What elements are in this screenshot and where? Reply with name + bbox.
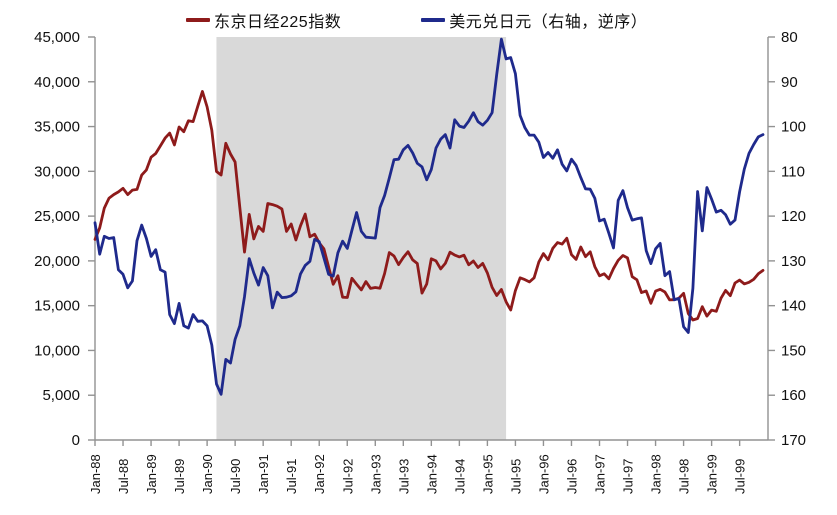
x-tick-label: Jan-89 [144, 454, 159, 494]
y-left-tick-label: 0 [72, 432, 80, 449]
axes: 0 5,000 10,000 15,000 20,000 25,000 30,000 35,0… [34, 29, 806, 494]
x-tick-label: Jan-95 [480, 454, 495, 494]
y-left-tick-label: 35,000 [34, 119, 80, 136]
y-left-tick-label: 10,000 [34, 342, 80, 359]
y-left-tick-label: 30,000 [34, 163, 80, 180]
y-left-tick-label: 15,000 [34, 298, 80, 315]
x-tick-label: Jul-91 [284, 459, 299, 494]
legend-item-nikkei: 东京日经225指数 [186, 8, 341, 32]
y-right-tick-label: 130 [781, 253, 806, 270]
legend: 东京日经225指数 美元兑日元（右轴，逆序） [186, 8, 647, 32]
usdjpy-line [93, 37, 765, 396]
y-right-tick-label: 150 [781, 342, 806, 359]
y-right-tick-label: 170 [781, 432, 806, 449]
nikkei-line-swatch [186, 18, 210, 22]
legend-item-usdjpy: 美元兑日元（右轴，逆序） [421, 8, 647, 32]
y-right-tick-label: 160 [781, 387, 806, 404]
y-right-tick-label: 80 [781, 29, 798, 46]
y-left-tick-label: 5,000 [42, 387, 80, 404]
x-tick-label: Jul-95 [508, 459, 523, 494]
legend-label-usdjpy: 美元兑日元（右轴，逆序） [449, 14, 648, 31]
x-tick-label: Jan-94 [424, 454, 439, 494]
x-tick-label: Jan-96 [536, 454, 551, 494]
y-right-tick-label: 90 [781, 74, 798, 91]
y-right-tick-label: 110 [781, 163, 805, 180]
y-right-tick-label: 100 [781, 119, 806, 136]
x-tick-label: Jul-89 [172, 459, 187, 494]
x-tick-label: Jul-92 [340, 459, 355, 494]
y-left-tick-label: 25,000 [34, 208, 80, 225]
x-tick-label: Jan-99 [705, 454, 720, 494]
y-left-tick-label: 40,000 [34, 74, 80, 91]
x-tick-label: Jul-88 [116, 459, 131, 494]
x-tick-label: Jul-96 [564, 459, 579, 494]
nikkei225-line [93, 90, 765, 322]
x-tick-label: Jan-90 [200, 454, 215, 494]
x-tick-label: Jan-98 [649, 454, 664, 494]
x-tick-label: Jul-99 [733, 459, 748, 494]
x-tick-label: Jul-94 [452, 459, 467, 494]
x-tick-label: Jan-92 [312, 454, 327, 494]
usdjpy-line-swatch [421, 18, 446, 22]
x-tick-label: Jan-97 [593, 454, 608, 494]
x-tick-label: Jul-93 [396, 459, 411, 494]
x-tick-label: Jul-90 [228, 459, 243, 494]
x-tick-label: Jan-88 [88, 454, 103, 494]
x-tick-label: Jul-98 [677, 459, 692, 494]
y-left-tick-label: 20,000 [34, 253, 80, 270]
x-tick-label: Jan-91 [256, 454, 271, 494]
y-left-tick-label: 45,000 [34, 29, 80, 46]
x-tick-label: Jul-97 [621, 459, 636, 494]
y-right-tick-label: 120 [781, 208, 806, 225]
y-right-tick-label: 140 [781, 298, 806, 315]
legend-label-nikkei: 东京日经225指数 [214, 14, 342, 31]
x-tick-label: Jan-93 [368, 454, 383, 494]
shaded-region-1990-1995 [216, 37, 507, 440]
